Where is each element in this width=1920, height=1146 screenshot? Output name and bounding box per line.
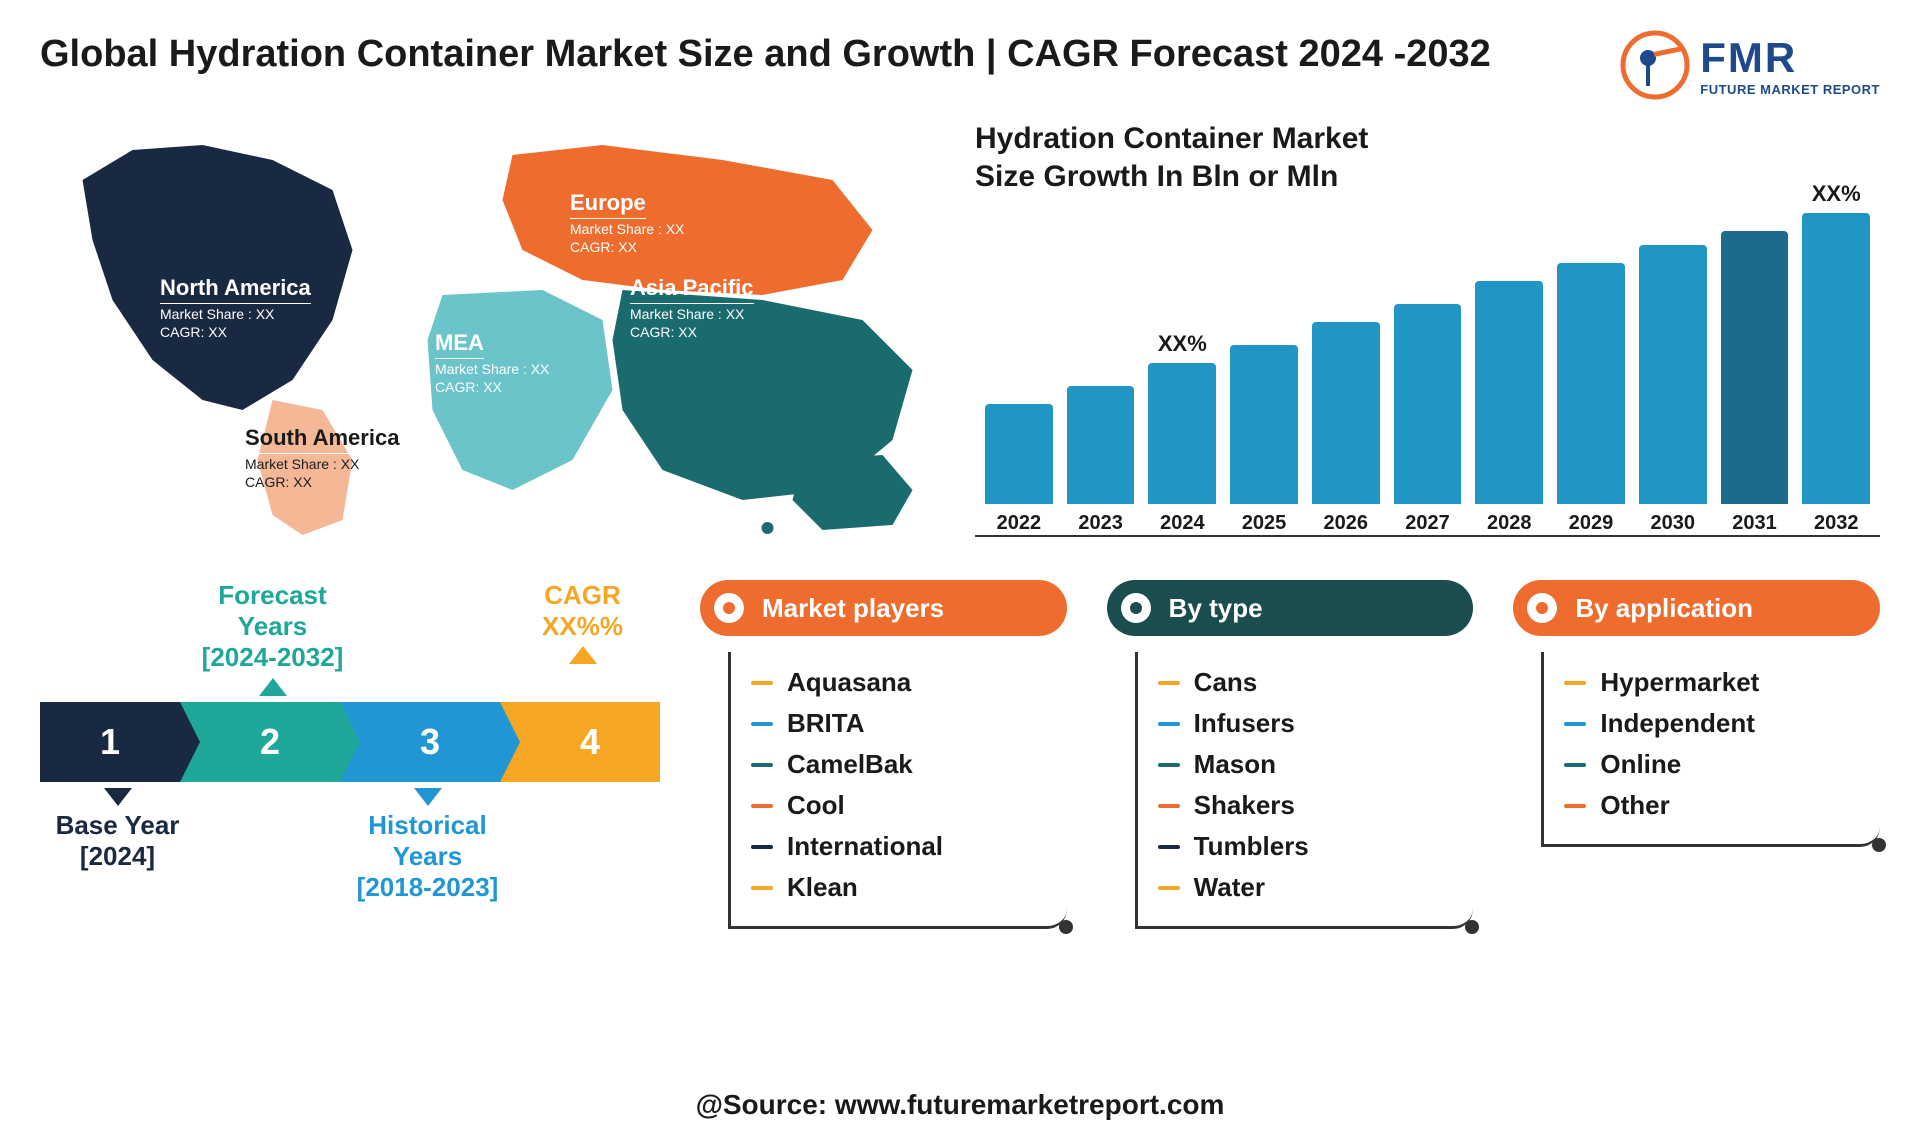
pill-section-0: Market players AquasanaBRITACamelBakCool… (700, 580, 1067, 929)
bar-2024: XX%2024 (1148, 363, 1216, 535)
base-year-label: Base Year[2024] (40, 788, 195, 904)
bar-2025: 2025 (1230, 345, 1298, 535)
timeline-segment-1: 1 (40, 702, 180, 782)
pill-item: Hypermarket (1564, 662, 1880, 703)
page-title: Global Hydration Container Market Size a… (40, 30, 1491, 79)
region-label-ap: Asia PacificMarket Share : XXCAGR: XX (630, 275, 754, 340)
bar-2027: 2027 (1394, 304, 1462, 535)
pill-item: Mason (1158, 744, 1474, 785)
timeline-segment-4: 4 (500, 702, 660, 782)
bar-chart: Hydration Container Market Size Growth I… (975, 120, 1880, 540)
region-label-mea: MEAMarket Share : XXCAGR: XX (435, 330, 549, 395)
pill-item: Water (1158, 867, 1474, 908)
bar-2023: 2023 (1067, 386, 1135, 535)
historical-label: Historical Years[2018-2023] (350, 788, 505, 904)
bar-2026: 2026 (1312, 322, 1380, 535)
timeline-segment-2: 2 (180, 702, 340, 782)
pill-item: Other (1564, 785, 1880, 826)
pill-header: Market players (700, 580, 1067, 636)
pill-item: Shakers (1158, 785, 1474, 826)
logo-icon (1620, 30, 1690, 100)
region-europe (503, 145, 873, 295)
bar-2022: 2022 (985, 404, 1053, 535)
pill-item: International (751, 826, 1067, 867)
pill-item: Online (1564, 744, 1880, 785)
timeline-segment-3: 3 (340, 702, 500, 782)
logo-main-text: FMR (1700, 34, 1880, 82)
pill-item: CamelBak (751, 744, 1067, 785)
bar-2028: 2028 (1475, 281, 1543, 535)
chart-title: Hydration Container Market Size Growth I… (975, 120, 1375, 195)
bar-2030: 2030 (1639, 245, 1707, 535)
pill-section-2: By application HypermarketIndependentOnl… (1513, 580, 1880, 929)
bar-2029: 2029 (1557, 263, 1625, 535)
region-australia (793, 455, 913, 530)
region-label-sa: South AmericaMarket Share : XXCAGR: XX (245, 425, 399, 490)
pill-header: By type (1107, 580, 1474, 636)
pill-item: Tumblers (1158, 826, 1474, 867)
region-label-eu: EuropeMarket Share : XXCAGR: XX (570, 190, 684, 255)
pill-item: Infusers (1158, 703, 1474, 744)
timeline: Forecast Years[2024-2032] CAGRXX%% 1234 … (40, 580, 660, 903)
pill-item: Cool (751, 785, 1067, 826)
region-label-na: North AmericaMarket Share : XXCAGR: XX (160, 275, 311, 340)
pill-item: Cans (1158, 662, 1474, 703)
bar-2032: XX%2032 (1802, 213, 1870, 535)
world-map: North AmericaMarket Share : XXCAGR: XX So… (40, 120, 945, 540)
cagr-label: CAGRXX%% (505, 580, 660, 696)
pill-header: By application (1513, 580, 1880, 636)
logo: FMR FUTURE MARKET REPORT (1620, 30, 1880, 100)
pill-item: BRITA (751, 703, 1067, 744)
pill-item: Klean (751, 867, 1067, 908)
source-attribution: @Source: www.futuremarketreport.com (0, 1089, 1920, 1121)
pill-item: Independent (1564, 703, 1880, 744)
logo-sub-text: FUTURE MARKET REPORT (1700, 82, 1880, 97)
pill-item: Aquasana (751, 662, 1067, 703)
bar-2031: 2031 (1721, 231, 1789, 535)
forecast-label: Forecast Years[2024-2032] (195, 580, 350, 696)
pill-section-1: By type CansInfusersMasonShakersTumblers… (1107, 580, 1474, 929)
